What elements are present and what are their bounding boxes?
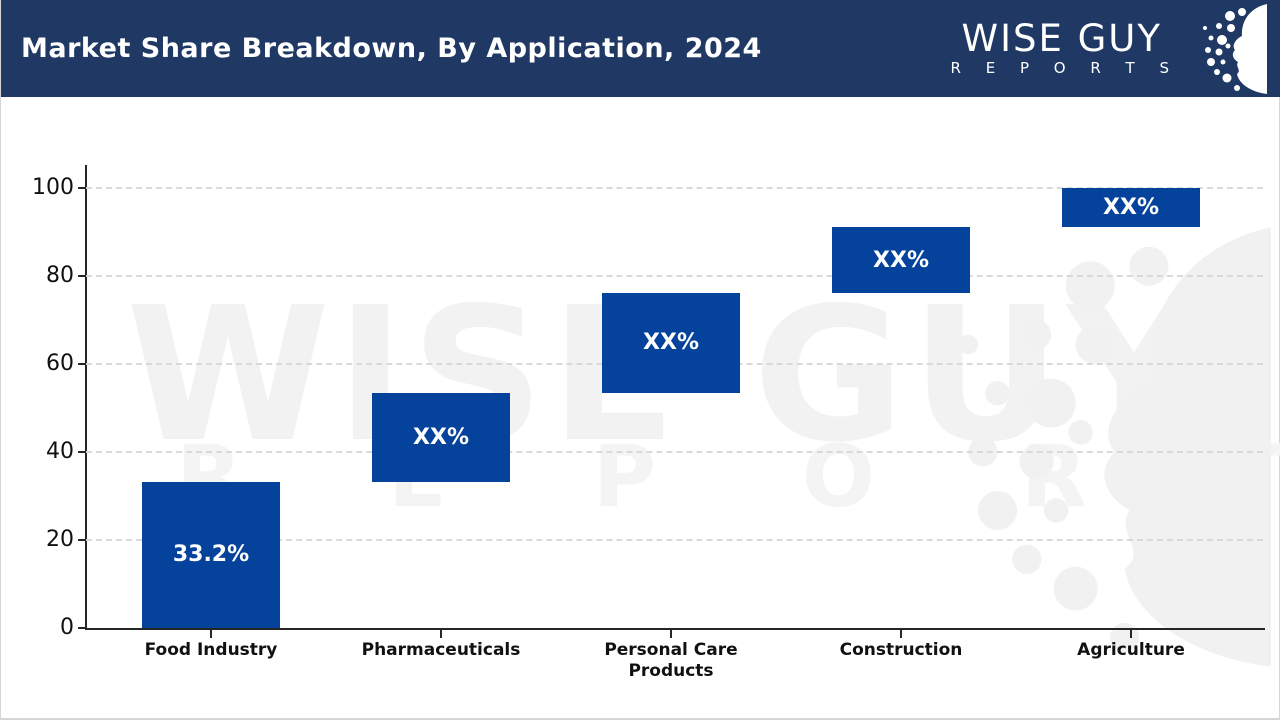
- y-tick-40: [78, 451, 85, 453]
- x-tick-label-2: Pharmaceuticals: [361, 640, 521, 660]
- x-axis-line: [85, 628, 1265, 630]
- gridline-y-40: [86, 451, 1263, 453]
- x-tick-label-1: Food Industry: [144, 640, 278, 660]
- y-tick-label-60: 60: [46, 351, 74, 376]
- gridline-y-80: [86, 275, 1263, 277]
- y-tick-label-20: 20: [46, 527, 74, 552]
- y-tick-60: [78, 363, 85, 365]
- x-tick-1: [210, 630, 212, 638]
- y-tick-label-100: 100: [32, 175, 74, 200]
- bar-construction: XX%: [832, 227, 970, 294]
- wise-guy-reports-logo: WISE GUY R E P O R T S: [945, 3, 1267, 94]
- bar-agriculture: XX%: [1062, 188, 1200, 228]
- gridline-y-20: [86, 539, 1263, 541]
- page-title: Market Share Breakdown, By Application, …: [21, 33, 762, 64]
- watermark-subtitle: R E P O R T S: [176, 427, 1280, 527]
- bar-food-industry: 33.2%: [142, 481, 280, 628]
- bar-pharmaceuticals: XX%: [372, 392, 510, 482]
- x-tick-label-5: Agriculture: [1077, 640, 1185, 660]
- logo-text: WISE GUY R E P O R T S: [945, 20, 1179, 77]
- y-tick-label-0: 0: [60, 615, 74, 640]
- bar-value-label: XX%: [1103, 195, 1159, 221]
- x-tick-label-3: Personal Care Products: [604, 640, 738, 682]
- logo-face-icon: [1203, 3, 1267, 94]
- y-axis-line: [85, 165, 87, 630]
- x-tick-4: [900, 630, 902, 638]
- gridline-y-100: [86, 187, 1263, 189]
- y-tick-80: [78, 275, 85, 277]
- logo-subtitle: R E P O R T S: [950, 59, 1179, 77]
- y-tick-100: [78, 187, 85, 189]
- y-tick-label-40: 40: [46, 439, 74, 464]
- watermark-face-icon: [958, 227, 1271, 667]
- x-tick-5: [1130, 630, 1132, 638]
- y-tick-0: [78, 627, 85, 629]
- bar-value-label: XX%: [413, 424, 469, 450]
- header-bar: Market Share Breakdown, By Application, …: [1, 0, 1280, 97]
- bar-value-label: XX%: [643, 330, 699, 356]
- logo-wordmark: WISE GUY: [961, 17, 1162, 60]
- x-tick-label-4: Construction: [839, 640, 963, 660]
- bar-value-label: XX%: [873, 247, 929, 273]
- bar-value-label: 33.2%: [172, 542, 250, 568]
- bar-personal-care-products: XX%: [602, 293, 740, 393]
- x-tick-2: [440, 630, 442, 638]
- y-tick-label-80: 80: [46, 263, 74, 288]
- x-tick-3: [670, 630, 672, 638]
- y-tick-20: [78, 539, 85, 541]
